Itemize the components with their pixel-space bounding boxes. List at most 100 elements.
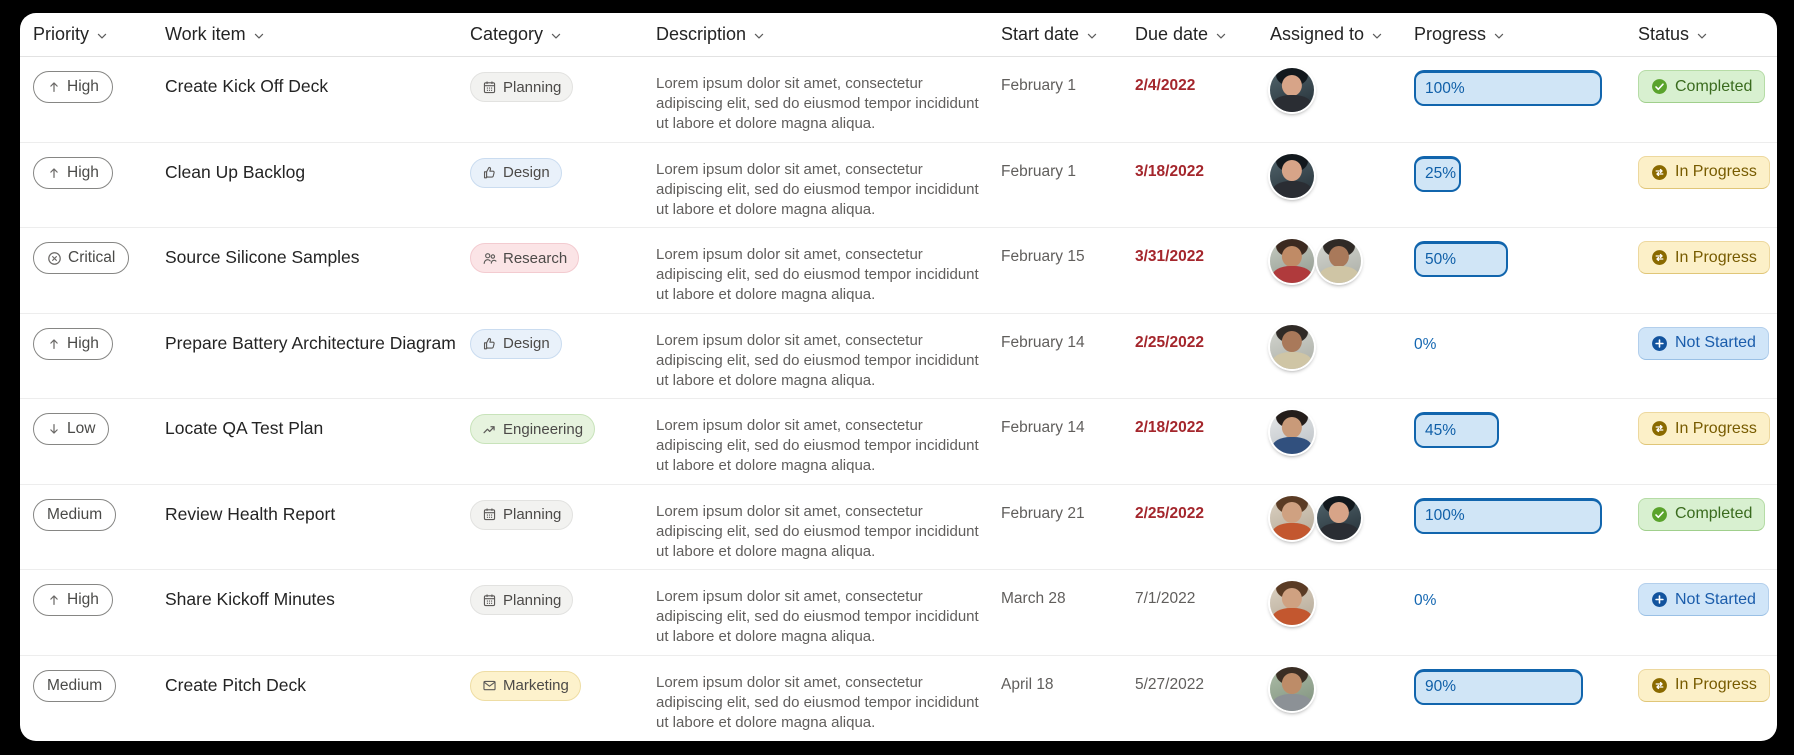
cell-description: Lorem ipsum dolor sit amet, consectetur …: [656, 143, 1001, 228]
priority-pill[interactable]: High: [33, 584, 113, 616]
thumbs-up-icon: [482, 336, 497, 351]
sync-circle-icon: [1651, 249, 1668, 266]
chevron-down-icon[interactable]: [753, 30, 765, 42]
chevron-down-icon[interactable]: [550, 30, 562, 42]
cell-status: Completed: [1638, 485, 1777, 570]
trend-up-icon: [482, 422, 497, 437]
status-badge[interactable]: In Progress: [1638, 155, 1770, 189]
priority-pill[interactable]: High: [33, 156, 113, 189]
column-header-priority[interactable]: Priority: [33, 24, 165, 45]
category-pill[interactable]: Planning: [470, 499, 574, 530]
status-badge[interactable]: Completed: [1638, 70, 1766, 103]
calendar-icon: [482, 507, 497, 522]
status-label: Not Started: [1675, 590, 1756, 608]
category-pill[interactable]: Research: [470, 243, 580, 273]
cell-start-date: February 14: [1001, 399, 1135, 484]
chevron-down-icon[interactable]: [1086, 30, 1098, 42]
due-date: 7/1/2022: [1135, 590, 1196, 607]
column-header-progress[interactable]: Progress: [1414, 24, 1638, 45]
progress-value: 0%: [1414, 592, 1437, 609]
column-header-start-date[interactable]: Start date: [1001, 24, 1135, 45]
status-badge[interactable]: Not Started: [1638, 326, 1769, 360]
priority-pill[interactable]: High: [33, 327, 113, 360]
cell-progress: 45%: [1414, 399, 1638, 484]
cell-work-item: Locate QA Test Plan: [165, 399, 470, 484]
category-pill[interactable]: Engineering: [470, 414, 596, 444]
start-date: February 14: [1001, 333, 1085, 351]
priority-pill[interactable]: Medium: [33, 498, 117, 531]
column-label: Progress: [1414, 24, 1487, 44]
cell-status: Not Started: [1638, 570, 1777, 655]
category-pill[interactable]: Design: [470, 157, 562, 188]
status-badge[interactable]: In Progress: [1638, 668, 1770, 702]
category-pill[interactable]: Planning: [470, 72, 574, 102]
progress-bar[interactable]: 45%: [1414, 412, 1499, 448]
avatar-man-gray-shirt[interactable]: [1270, 666, 1314, 711]
work-item-title[interactable]: Source Silicone Samples: [165, 247, 360, 267]
progress-bar[interactable]: 100%: [1414, 70, 1602, 106]
cell-description: Lorem ipsum dolor sit amet, consectetur …: [656, 570, 1001, 655]
cell-due-date: 2/18/2022: [1135, 399, 1270, 484]
description-text: Lorem ipsum dolor sit amet, consectetur …: [656, 417, 979, 474]
avatar-man-tan-vest[interactable]: [1317, 239, 1361, 283]
status-label: Not Started: [1675, 334, 1756, 351]
work-item-title[interactable]: Review Health Report: [165, 503, 336, 524]
chevron-down-icon[interactable]: [1371, 30, 1383, 42]
avatar-woman-blue-top[interactable]: [1270, 410, 1314, 454]
table-row: Critical Source Silicone Samples Research L…: [20, 228, 1777, 314]
description-text: Lorem ipsum dolor sit amet, consectetur …: [656, 160, 979, 218]
priority-pill[interactable]: Low: [33, 413, 110, 445]
column-header-assigned-to[interactable]: Assigned to: [1270, 24, 1414, 45]
category-pill[interactable]: Design: [470, 328, 562, 359]
category-label: Design: [503, 335, 550, 352]
avatar-woman-red-jacket[interactable]: [1270, 239, 1314, 283]
priority-pill[interactable]: Critical: [33, 242, 130, 274]
progress-bar[interactable]: 90%: [1414, 668, 1584, 705]
cell-assigned-to: [1270, 656, 1414, 742]
work-item-title[interactable]: Clean Up Backlog: [165, 161, 306, 182]
progress-value: 25%: [1425, 165, 1457, 182]
work-item-title[interactable]: Create Pitch Deck: [165, 674, 307, 695]
priority-pill[interactable]: Medium: [33, 669, 117, 702]
priority-pill[interactable]: High: [33, 71, 113, 103]
avatar-woman-brown-hair[interactable]: [1270, 581, 1314, 625]
thumbs-up-icon: [482, 165, 497, 180]
progress-bar[interactable]: 50%: [1414, 241, 1508, 277]
avatar-man-tan-vest[interactable]: [1270, 324, 1314, 369]
progress-bar[interactable]: 25%: [1414, 155, 1461, 192]
arrow-up-icon: [47, 166, 61, 180]
column-header-status[interactable]: Status: [1638, 24, 1777, 45]
category-pill[interactable]: Planning: [470, 585, 574, 615]
status-badge[interactable]: In Progress: [1638, 412, 1770, 445]
work-item-title[interactable]: Locate QA Test Plan: [165, 418, 324, 438]
column-header-due-date[interactable]: Due date: [1135, 24, 1270, 45]
cell-status: Not Started: [1638, 314, 1777, 399]
column-header-work-item[interactable]: Work item: [165, 24, 470, 45]
column-header-description[interactable]: Description: [656, 24, 1001, 45]
plus-circle-icon: [1651, 591, 1668, 608]
column-label: Status: [1638, 24, 1690, 44]
avatar-woman-dark-hair[interactable]: [1317, 495, 1361, 540]
assignee-avatars: [1270, 495, 1414, 540]
status-badge[interactable]: Not Started: [1638, 583, 1769, 616]
chevron-down-icon[interactable]: [1493, 30, 1505, 42]
avatar-woman-brown-hair[interactable]: [1270, 495, 1314, 540]
category-pill[interactable]: Marketing: [470, 670, 581, 701]
work-item-title[interactable]: Prepare Battery Architecture Diagram: [165, 332, 456, 353]
due-date: 3/31/2022: [1135, 248, 1204, 265]
cell-start-date: March 28: [1001, 570, 1135, 655]
work-item-title[interactable]: Share Kickoff Minutes: [165, 589, 335, 609]
cell-priority: Critical: [33, 228, 165, 313]
cell-assigned-to: [1270, 228, 1414, 313]
chevron-down-icon[interactable]: [1215, 30, 1227, 42]
avatar-woman-dark-hair[interactable]: [1270, 68, 1314, 112]
column-header-category[interactable]: Category: [470, 24, 656, 45]
avatar-woman-dark-hair[interactable]: [1270, 153, 1314, 198]
status-badge[interactable]: Completed: [1638, 497, 1766, 531]
chevron-down-icon[interactable]: [1696, 30, 1708, 42]
progress-bar[interactable]: 100%: [1414, 497, 1602, 534]
chevron-down-icon[interactable]: [96, 30, 108, 42]
chevron-down-icon[interactable]: [253, 30, 265, 42]
work-item-title[interactable]: Create Kick Off Deck: [165, 76, 329, 96]
status-badge[interactable]: In Progress: [1638, 241, 1770, 274]
